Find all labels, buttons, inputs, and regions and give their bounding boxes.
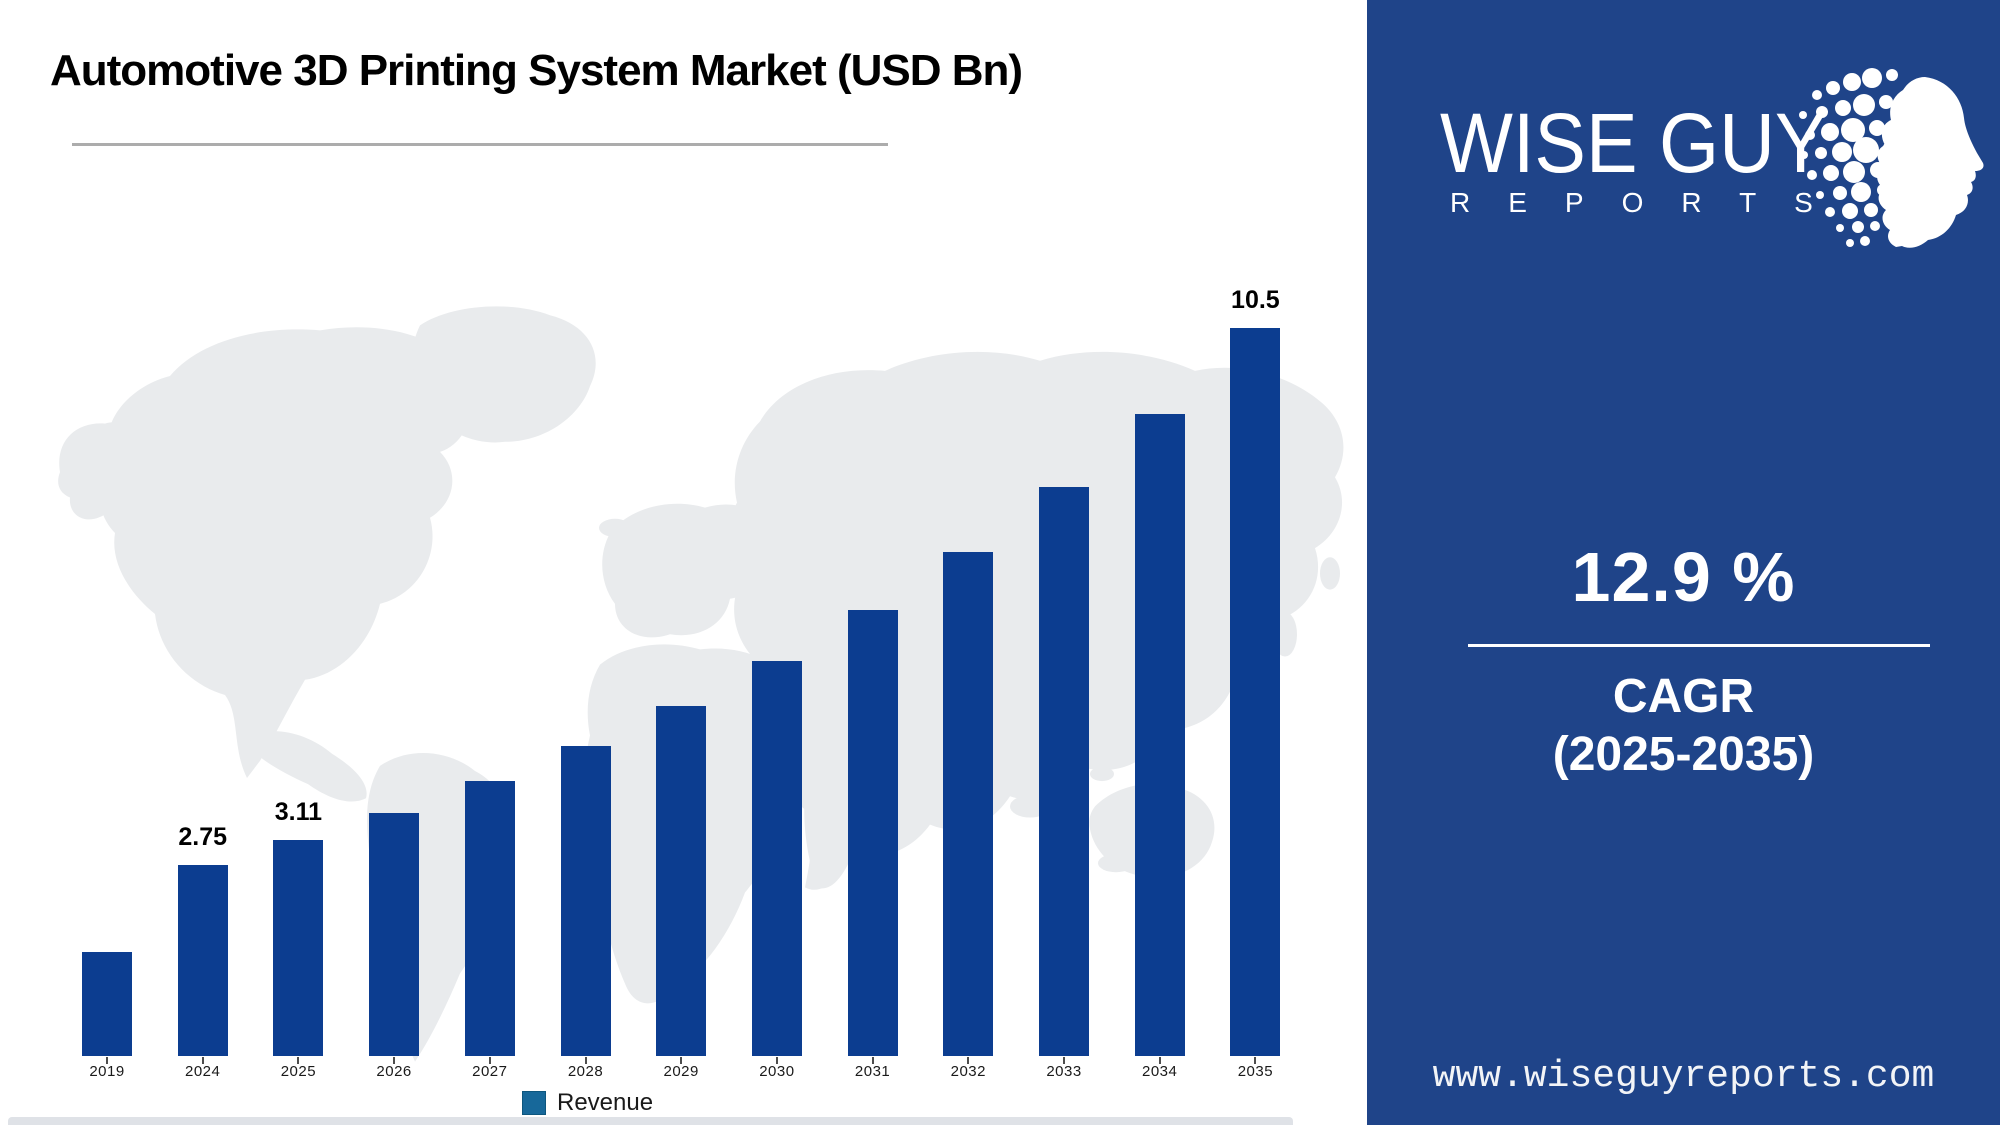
bar-2032: [943, 552, 994, 1056]
bar-2024: [177, 865, 228, 1056]
logo-subtext: REPORTS: [1450, 187, 1851, 218]
bar-2033: [1039, 487, 1089, 1056]
cagr-label-line2: (2025-2035): [1552, 728, 1815, 781]
chart-legend: Revenue: [522, 1089, 653, 1117]
bar-2034: [1134, 414, 1185, 1056]
brand-panel: WISE GUY REPORTS 12.9 % CAGR (2025-2035)…: [1367, 0, 2000, 1125]
x-axis-label: 2024: [185, 1063, 221, 1080]
bar-chart: 2019 2024 2.75 2025 3.11 2026 2027 2028 2029 2030…: [82, 286, 1281, 1080]
x-axis-label: 2034: [1142, 1063, 1178, 1080]
bar-2025: [273, 840, 324, 1056]
x-axis-label: 2026: [376, 1063, 412, 1080]
x-axis-tick: [584, 1057, 587, 1064]
chart-title: Automotive 3D Printing System Market (US…: [50, 46, 1023, 95]
logo-wordmark: WISE GUY: [1440, 96, 1827, 190]
bar-value-label: 3.11: [274, 798, 323, 826]
x-axis-label: 2031: [854, 1063, 891, 1080]
bar-2030: [751, 661, 802, 1056]
x-axis-tick: [297, 1057, 300, 1064]
x-axis-label: 2027: [472, 1063, 508, 1080]
x-axis-label: 2032: [950, 1063, 986, 1080]
x-axis-label: 2030: [759, 1063, 795, 1080]
bar-2026: [369, 813, 420, 1056]
x-axis-label: 2029: [663, 1063, 699, 1080]
website-url: www.wiseguyreports.com: [1432, 1055, 1935, 1098]
title-underline: [72, 143, 888, 146]
x-axis-label: 2033: [1046, 1063, 1082, 1080]
bar-value-label: 10.5: [1231, 286, 1280, 314]
cagr-label-line1: CAGR: [1612, 670, 1755, 723]
bar-2027: [464, 781, 515, 1056]
x-axis-label: 2025: [280, 1063, 317, 1080]
cagr-value: 12.9 %: [1571, 538, 1796, 616]
x-axis-tick: [1158, 1057, 1161, 1064]
bar-2019: [82, 952, 132, 1056]
legend-swatch: [522, 1091, 546, 1115]
x-axis-label: 2019: [89, 1063, 125, 1080]
cagr-divider: [1468, 644, 1930, 647]
logo-head-icon: [1799, 68, 1984, 248]
x-axis-tick: [393, 1057, 396, 1064]
legend-label: Revenue: [557, 1089, 654, 1116]
bar-2031: [847, 610, 898, 1056]
x-axis-tick: [1254, 1057, 1257, 1064]
x-axis-tick: [488, 1057, 491, 1064]
x-axis-tick: [967, 1057, 970, 1064]
x-axis-tick: [201, 1057, 204, 1064]
chart-panel: Automotive 3D Printing System Market (US…: [8, 46, 1344, 1125]
logo: WISE GUY REPORTS: [1440, 68, 2000, 305]
x-axis-tick: [680, 1057, 683, 1064]
x-axis-tick: [871, 1057, 874, 1064]
x-axis-tick: [1063, 1057, 1065, 1064]
x-axis-label: 2035: [1237, 1063, 1274, 1080]
x-axis-tick: [106, 1057, 108, 1064]
bar-2028: [560, 746, 611, 1056]
x-axis-label: 2028: [567, 1063, 604, 1080]
x-axis-tick: [775, 1057, 778, 1064]
bar-value-label: 2.75: [178, 823, 228, 851]
bottom-strip: [8, 1117, 1293, 1125]
bar-2035: [1230, 328, 1281, 1056]
bar-2029: [656, 706, 707, 1056]
cagr-label: CAGR (2025-2035): [1367, 668, 2000, 784]
